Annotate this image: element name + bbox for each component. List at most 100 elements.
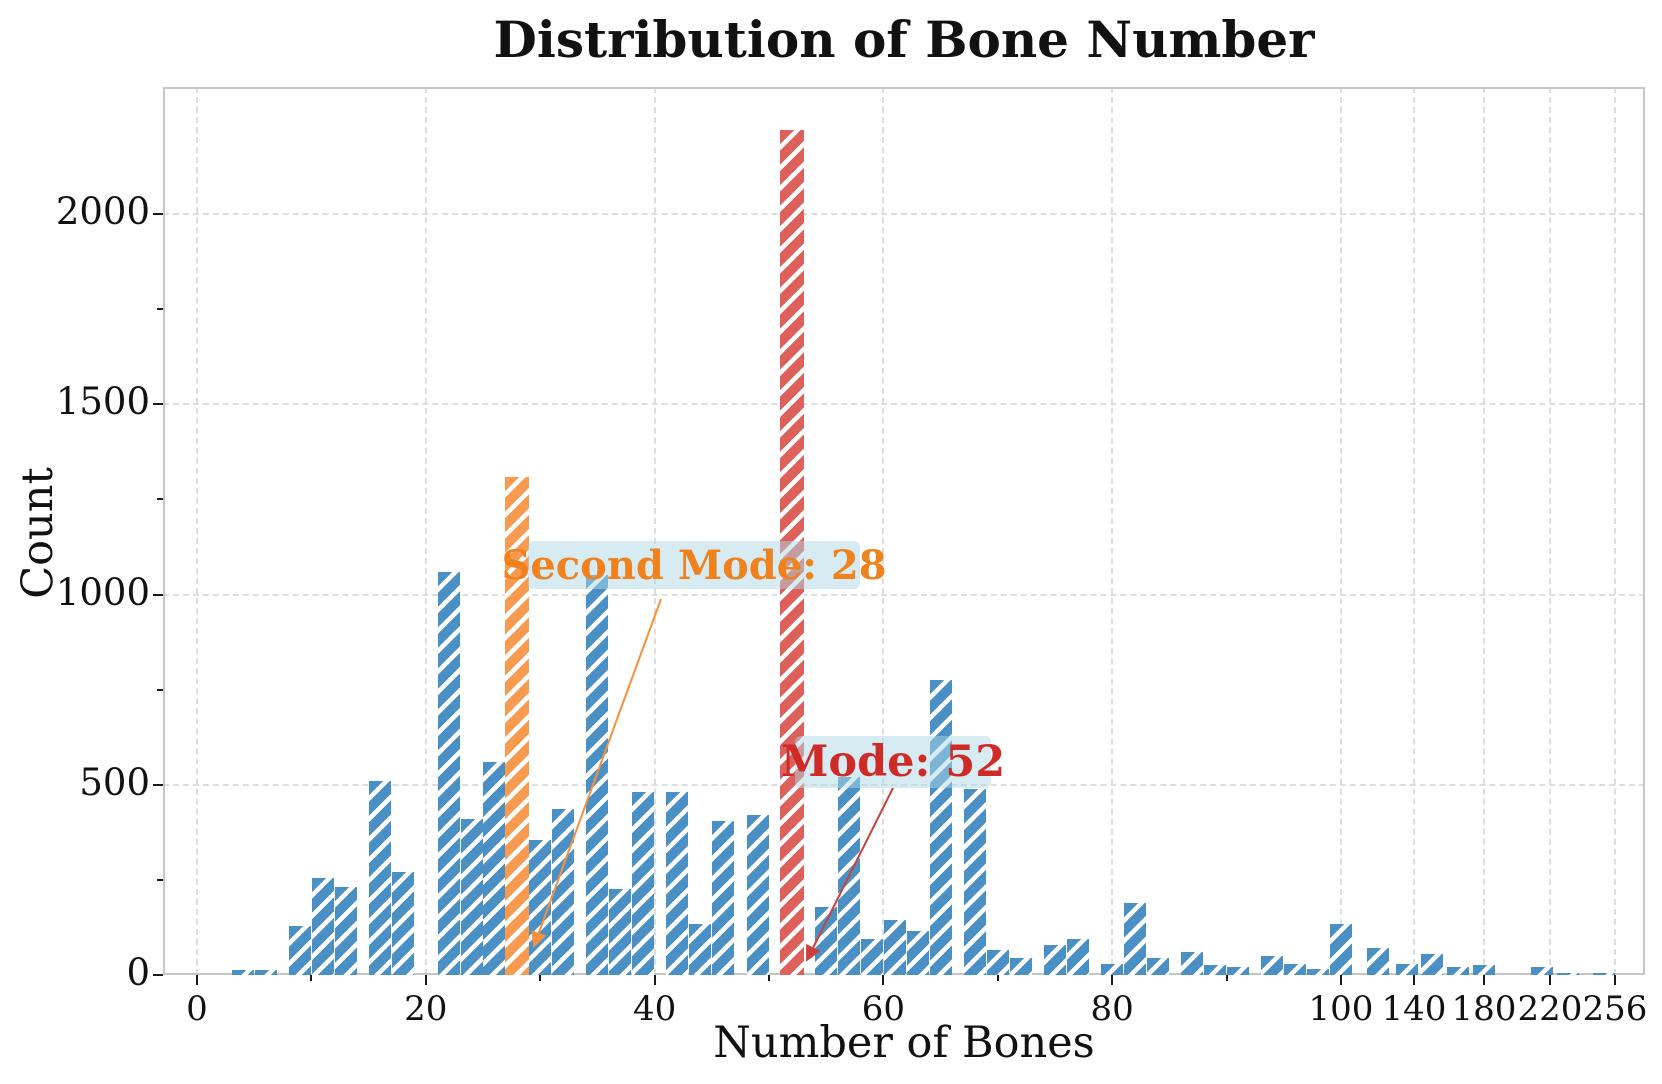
- chart-title: Distribution of Bone Number: [493, 10, 1315, 69]
- histogram-bar-x94: [1261, 955, 1284, 975]
- x-tick-label-140: 140: [1381, 989, 1447, 1029]
- histogram-bar-x9: [288, 925, 311, 975]
- x-tick-label-20: 20: [404, 989, 448, 1029]
- histogram-bar-x68: [963, 788, 986, 975]
- histogram-bar-x49: [746, 815, 769, 975]
- x-tick-100: [1340, 975, 1342, 985]
- histogram-bar-x120: [1366, 947, 1389, 975]
- v-gridline-20: [424, 87, 427, 975]
- y-minor-tick-250: [157, 878, 163, 881]
- histogram-bar-x70: [986, 950, 1009, 975]
- h-gridline-1500: [163, 403, 1645, 406]
- histogram-bar-x55: [815, 906, 838, 975]
- histogram-bar-x65: [929, 680, 952, 975]
- y-tick-label-0: 0: [126, 951, 150, 994]
- histogram-bar-x57: [838, 777, 861, 975]
- histogram-bar-x11: [311, 877, 334, 975]
- histogram-bar-x26: [483, 761, 506, 975]
- x-tick-60: [882, 975, 885, 985]
- x-tick-label-220: 220: [1517, 989, 1583, 1029]
- histogram-bar-x250: [1593, 973, 1616, 975]
- y-tick-500: [153, 783, 163, 786]
- histogram-bar-x180: [1473, 965, 1495, 975]
- h-gridline-2000: [163, 213, 1645, 215]
- v-gridline-40: [653, 87, 656, 975]
- histogram-bar-x136: [1395, 964, 1418, 975]
- histogram-bar-x22: [437, 571, 460, 975]
- x-tick-180: [1483, 975, 1485, 985]
- x-minor-tick-90: [1225, 975, 1228, 981]
- histogram-bar-x96: [1284, 963, 1307, 975]
- x-minor-tick-30: [539, 975, 542, 981]
- v-gridline-220: [1549, 87, 1551, 975]
- x-tick-label-60: 60: [861, 989, 906, 1029]
- v-gridline-0: [196, 87, 198, 975]
- v-gridline-100: [1340, 87, 1342, 975]
- x-tick-256: [1614, 975, 1616, 985]
- histogram-bar-x30: [529, 839, 552, 975]
- histogram-bar-x98: [1307, 969, 1330, 975]
- y-tick-1500: [153, 403, 163, 406]
- v-gridline-140: [1413, 87, 1415, 975]
- histogram-bar-x91: [1227, 967, 1250, 975]
- y-tick-label-2000: 2000: [55, 190, 150, 233]
- x-tick-40: [653, 975, 656, 985]
- histogram-bar-x150: [1420, 954, 1443, 975]
- histogram-bar-x4: [231, 970, 254, 975]
- histogram-bar-x80: [1101, 963, 1124, 975]
- v-gridline-180: [1483, 87, 1485, 975]
- histogram-bar-x59: [860, 938, 883, 975]
- histogram-bar-x75: [1044, 944, 1066, 975]
- histogram-bar-x6: [254, 970, 277, 975]
- histogram-bar-x44: [689, 923, 712, 975]
- histogram-bar-x82: [1124, 902, 1147, 975]
- x-tick-0: [196, 975, 198, 985]
- histogram-bar-x215: [1530, 967, 1553, 975]
- y-tick-label-1500: 1500: [55, 380, 150, 424]
- x-tick-140: [1413, 975, 1415, 985]
- histogram-bar-x32: [552, 809, 575, 975]
- v-gridline-60: [882, 87, 885, 975]
- histogram-bar-x63: [906, 931, 929, 975]
- histogram-bar-x16: [369, 780, 392, 975]
- histogram-bar-x84: [1146, 957, 1169, 975]
- histogram-bar-x89: [1204, 965, 1227, 975]
- x-tick-label-0: 0: [186, 989, 208, 1029]
- histogram-bar-x24: [460, 818, 483, 975]
- x-axis-label: Number of Bones: [713, 1018, 1095, 1068]
- histogram-bar-x61: [883, 919, 906, 975]
- second-mode-annotation: Second Mode: 28: [501, 541, 887, 589]
- histogram-bar-x100: [1330, 923, 1352, 975]
- mode-annotation-text: Mode: 52: [780, 737, 1006, 787]
- histogram-bar-x18: [391, 872, 414, 975]
- second-mode-bar-28: [505, 476, 530, 975]
- v-gridline-80: [1111, 87, 1114, 975]
- histogram-bar-x39: [632, 792, 655, 975]
- x-tick-label-180: 180: [1451, 989, 1517, 1029]
- histogram-bar-x230: [1557, 972, 1580, 975]
- y-tick-label-500: 500: [79, 760, 150, 804]
- x-minor-tick-10: [310, 975, 313, 981]
- histogram-bar-x37: [609, 889, 632, 975]
- x-tick-80: [1111, 975, 1114, 985]
- histogram-bar-x77: [1066, 938, 1089, 975]
- histogram-bar-x35: [586, 575, 609, 975]
- y-minor-tick-750: [157, 688, 163, 691]
- y-tick-2000: [153, 213, 163, 215]
- y-minor-tick-1750: [157, 308, 163, 311]
- x-tick-20: [424, 975, 427, 985]
- y-axis-label: Count: [13, 467, 63, 599]
- histogram-bar-x13: [334, 887, 357, 975]
- x-tick-220: [1549, 975, 1551, 985]
- histogram-bar-x87: [1181, 952, 1204, 975]
- histogram-bar-x165: [1446, 966, 1469, 975]
- y-tick-0: [153, 974, 163, 976]
- histogram-bar-x72: [1009, 957, 1032, 975]
- x-minor-tick-50: [768, 975, 770, 981]
- histogram-bar-x46: [712, 820, 735, 975]
- h-gridline-1000: [163, 593, 1645, 596]
- x-tick-label-80: 80: [1090, 989, 1134, 1029]
- histogram-bar-x42: [666, 792, 689, 975]
- x-tick-label-100: 100: [1308, 989, 1374, 1029]
